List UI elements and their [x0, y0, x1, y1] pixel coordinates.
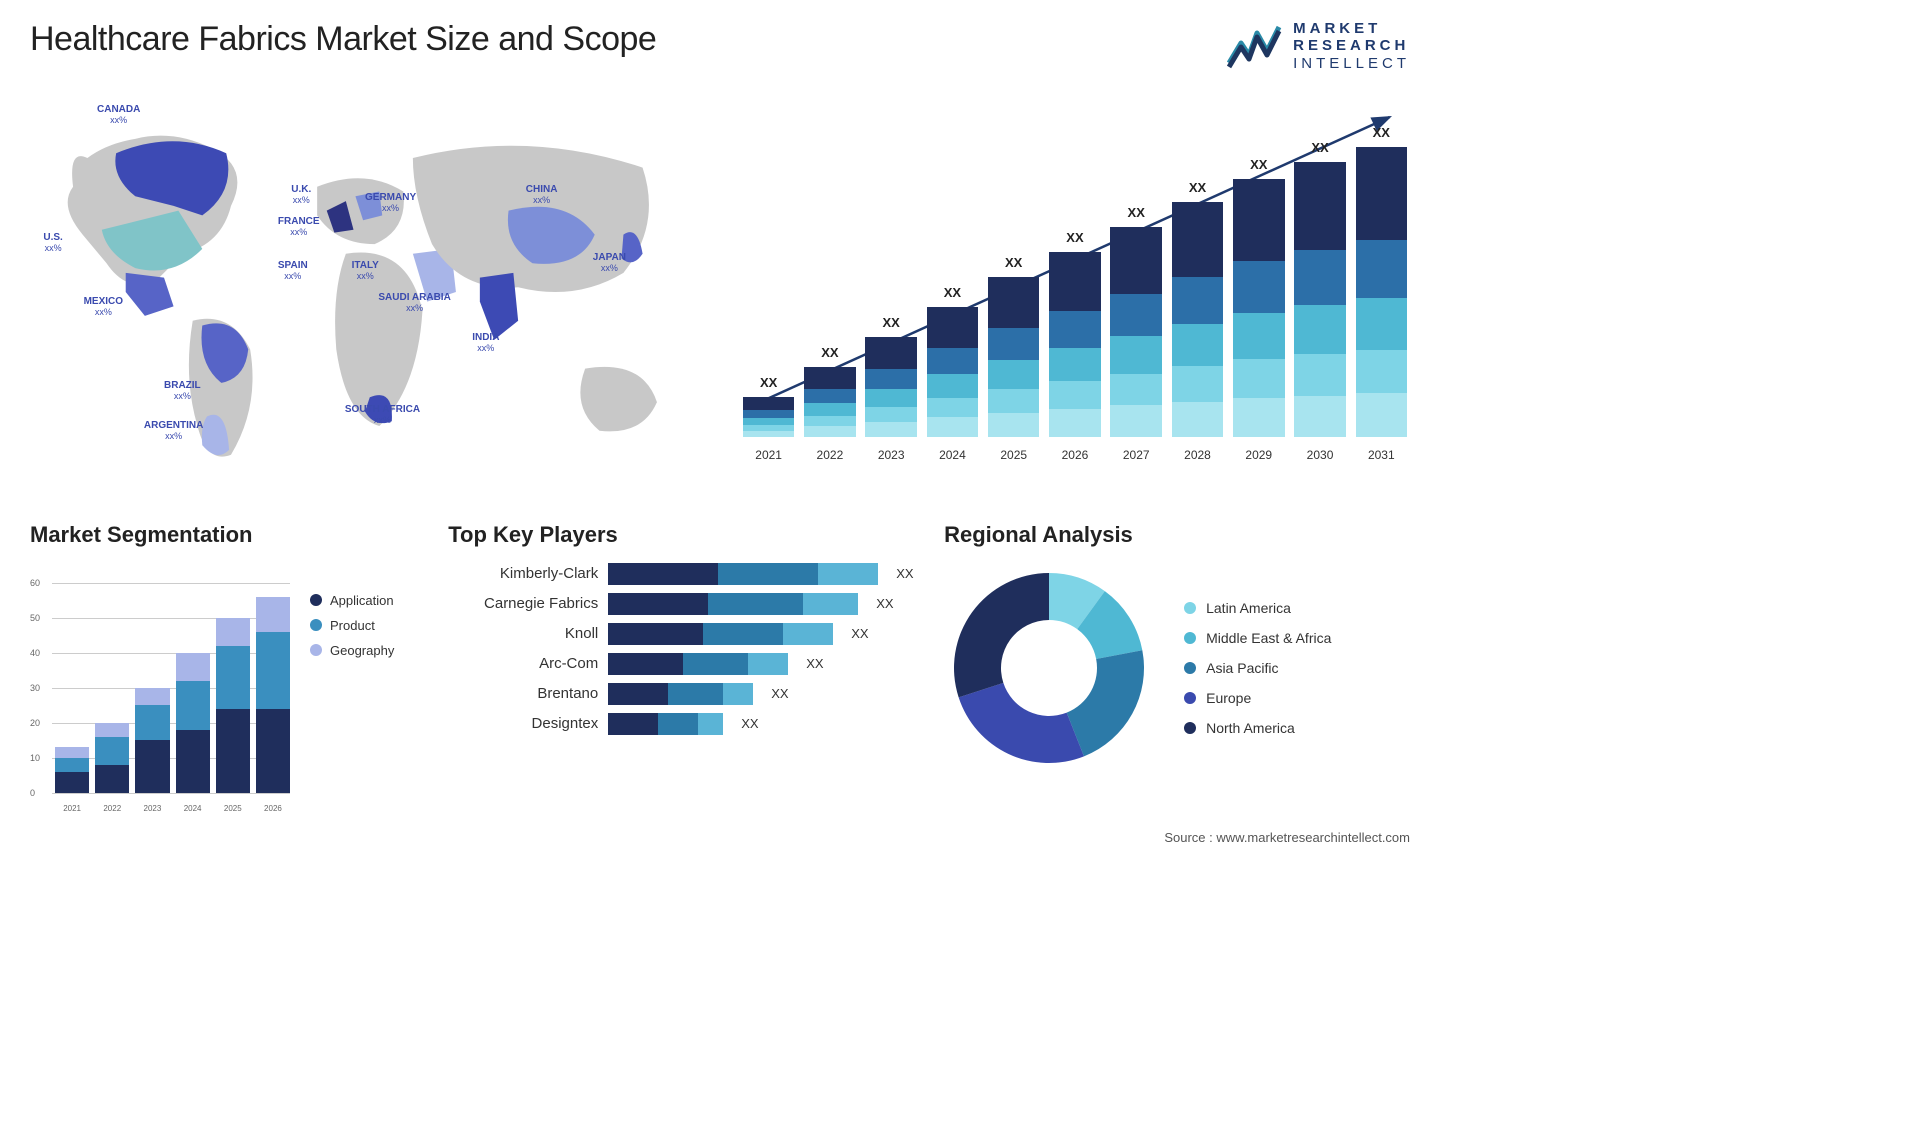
header: Healthcare Fabrics Market Size and Scope…	[30, 20, 1410, 72]
regional-donut	[944, 563, 1154, 773]
growth-bar: XX	[924, 307, 981, 437]
growth-year-label: 2024	[924, 448, 981, 462]
growth-year-label: 2021	[740, 448, 797, 462]
map-label: SAUDI ARABIAxx%	[378, 292, 450, 314]
segmentation-chart: 0102030405060 202120222023202420252026	[30, 563, 290, 813]
regional-legend-item: North America	[1184, 720, 1331, 736]
map-label: CHINAxx%	[526, 184, 558, 206]
page-title: Healthcare Fabrics Market Size and Scope	[30, 20, 656, 59]
seg-bar	[176, 653, 210, 793]
seg-bar	[216, 618, 250, 793]
regional-legend: Latin America Middle East & Africa Asia Pa…	[1184, 600, 1331, 736]
growth-bar: XX	[740, 397, 797, 437]
map-label: SOUTH AFRICAxx%	[345, 404, 420, 426]
growth-year-label: 2031	[1353, 448, 1410, 462]
donut-slice	[959, 683, 1084, 763]
players-list: Kimberly-ClarkXX Carnegie FabricsXX KnollX…	[448, 563, 914, 735]
growth-bar: XX	[1046, 252, 1103, 437]
map-label: ITALYxx%	[352, 260, 379, 282]
growth-bar: XX	[1108, 227, 1165, 437]
brand-logo: MARKET RESEARCH INTELLECT	[1227, 20, 1410, 72]
donut-slice	[954, 573, 1049, 697]
seg-legend-item: Product	[310, 618, 394, 633]
map-label: INDIAxx%	[472, 332, 499, 354]
map-label: U.S.xx%	[43, 232, 62, 254]
seg-bar	[55, 747, 89, 793]
growth-year-label: 2023	[863, 448, 920, 462]
regional-legend-item: Europe	[1184, 690, 1331, 706]
map-label: JAPANxx%	[593, 252, 626, 274]
segmentation-title: Market Segmentation	[30, 522, 418, 548]
seg-legend-item: Application	[310, 593, 394, 608]
logo-line1: MARKET	[1293, 20, 1381, 37]
growth-year-label: 2025	[985, 448, 1042, 462]
logo-line2: RESEARCH	[1293, 37, 1409, 54]
world-map-panel: CANADAxx% U.S.xx% MEXICOxx% BRAZILxx% ARGENT…	[30, 92, 700, 492]
map-label: SPAINxx%	[278, 260, 308, 282]
growth-bar: XX	[1230, 179, 1287, 437]
growth-year-label: 2022	[801, 448, 858, 462]
players-panel: Top Key Players Kimberly-ClarkXX Carnegie…	[448, 522, 914, 813]
logo-line3: INTELLECT	[1293, 55, 1410, 72]
map-label: GERMANYxx%	[365, 192, 416, 214]
segmentation-legend: Application Product Geography	[310, 563, 394, 813]
player-row: BrentanoXX	[448, 683, 914, 705]
map-label: U.K.xx%	[291, 184, 311, 206]
growth-bar: XX	[801, 367, 858, 437]
world-map	[30, 92, 700, 492]
seg-legend-item: Geography	[310, 643, 394, 658]
growth-bar: XX	[1169, 202, 1226, 437]
map-label: ARGENTINAxx%	[144, 420, 203, 442]
regional-title: Regional Analysis	[944, 522, 1410, 548]
player-row: Carnegie FabricsXX	[448, 593, 914, 615]
player-row: Arc-ComXX	[448, 653, 914, 675]
growth-bar: XX	[1291, 162, 1348, 437]
player-row: KnollXX	[448, 623, 914, 645]
growth-bar: XX	[863, 337, 920, 437]
map-label: CANADAxx%	[97, 104, 140, 126]
seg-bar	[135, 688, 169, 793]
regional-legend-item: Latin America	[1184, 600, 1331, 616]
players-title: Top Key Players	[448, 522, 914, 548]
map-label: MEXICOxx%	[84, 296, 123, 318]
player-row: Kimberly-ClarkXX	[448, 563, 914, 585]
regional-legend-item: Asia Pacific	[1184, 660, 1331, 676]
growth-bar: XX	[1353, 147, 1410, 437]
map-label: FRANCExx%	[278, 216, 320, 238]
growth-year-label: 2030	[1291, 448, 1348, 462]
growth-chart: XXXXXXXXXXXXXXXXXXXXXX 20212022202320242…	[740, 102, 1410, 462]
player-row: DesigntexXX	[448, 713, 914, 735]
regional-panel: Regional Analysis Latin America Middle Ea…	[944, 522, 1410, 813]
seg-bar	[256, 597, 290, 793]
growth-year-label: 2029	[1230, 448, 1287, 462]
growth-year-label: 2028	[1169, 448, 1226, 462]
growth-year-label: 2027	[1108, 448, 1165, 462]
segmentation-panel: Market Segmentation 0102030405060 202120…	[30, 522, 418, 813]
donut-slice	[1067, 650, 1144, 756]
growth-chart-panel: XXXXXXXXXXXXXXXXXXXXXX 20212022202320242…	[740, 92, 1410, 492]
growth-bar: XX	[985, 277, 1042, 437]
seg-bar	[95, 723, 129, 793]
logo-icon	[1227, 23, 1283, 69]
source-text: Source : www.marketresearchintellect.com	[1164, 830, 1410, 845]
map-label: BRAZILxx%	[164, 380, 201, 402]
regional-legend-item: Middle East & Africa	[1184, 630, 1331, 646]
growth-year-label: 2026	[1046, 448, 1103, 462]
